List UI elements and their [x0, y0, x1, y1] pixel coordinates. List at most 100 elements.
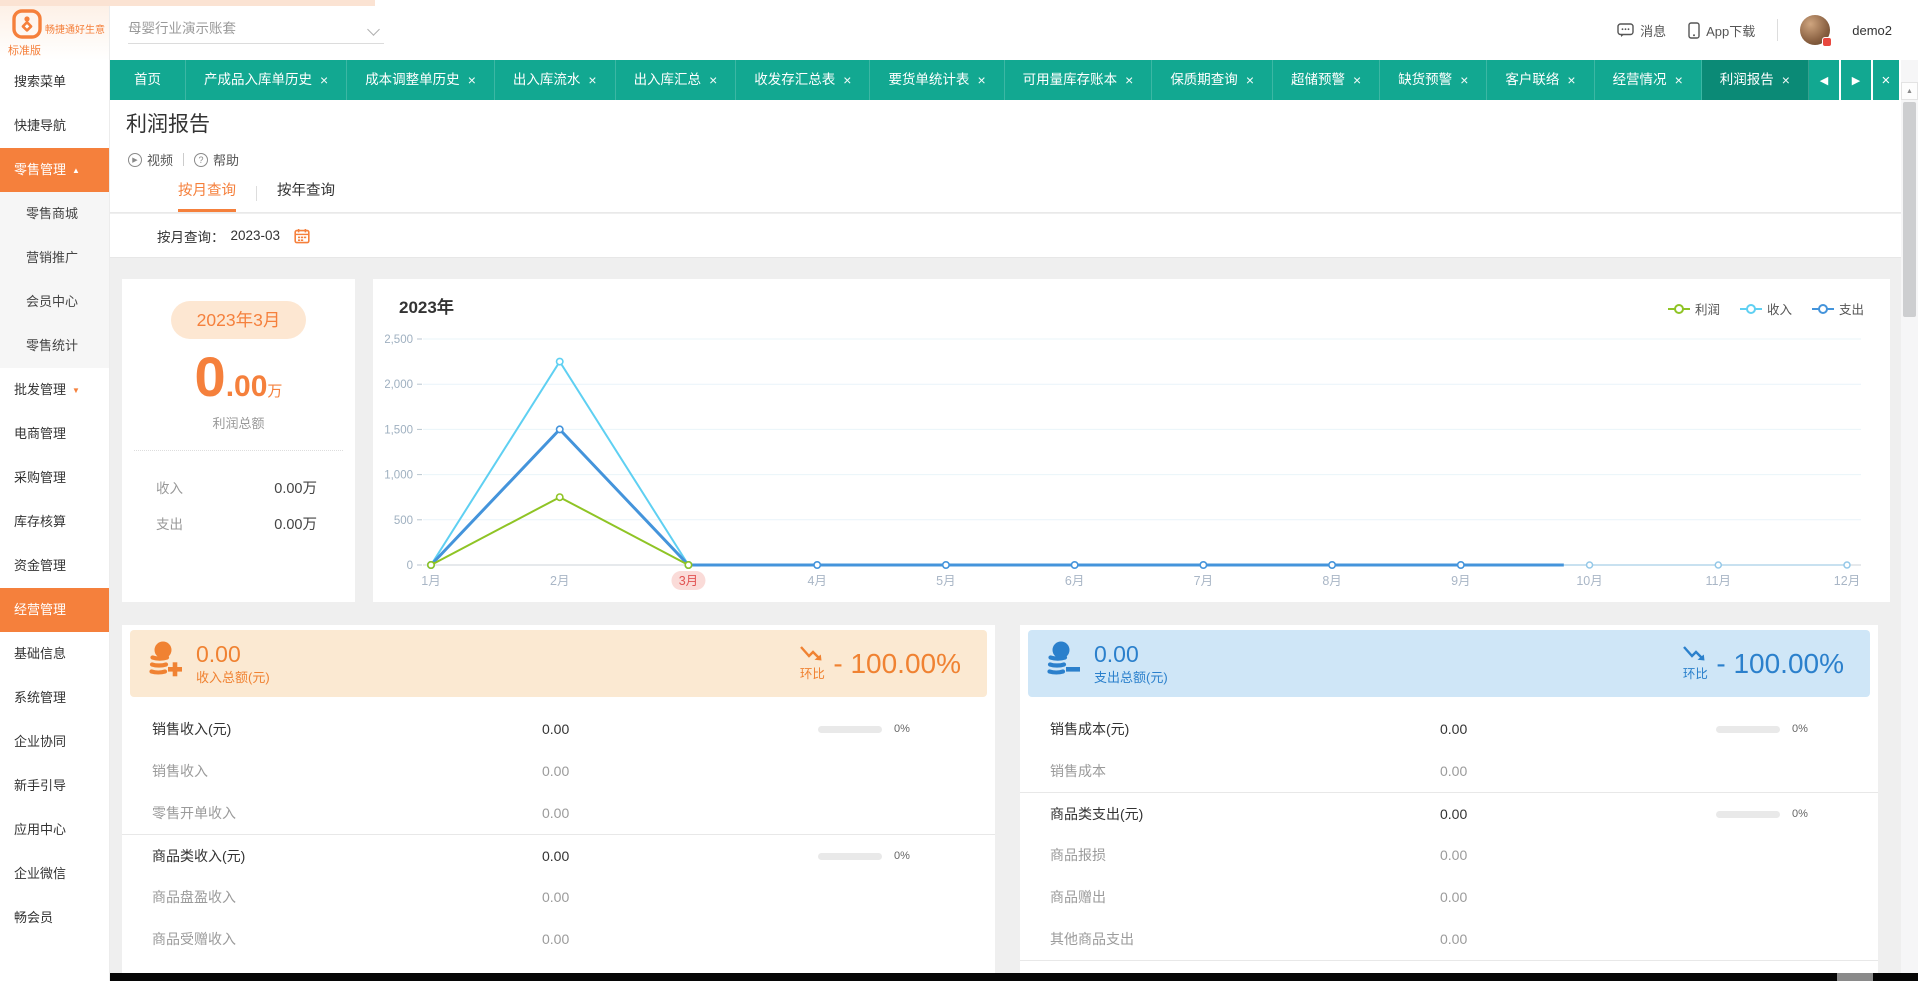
sidebar-item-label: 搜索菜单: [14, 74, 67, 89]
summary-row: 支出 0.00万: [122, 505, 355, 541]
avatar[interactable]: [1800, 15, 1833, 47]
income-table: 销售收入(元) 0.00 0% 销售收入 0.00 零售开单收入 0.00 商品类收入(元) 0…: [122, 708, 995, 981]
legend-item[interactable]: 收入: [1739, 299, 1792, 318]
tab-scroll-right-button[interactable]: ▶: [1840, 60, 1871, 100]
sidebar-item[interactable]: 应用中心: [0, 808, 109, 852]
account-select[interactable]: 母婴行业演示账套: [128, 16, 384, 44]
tab-item[interactable]: 利润报告 ×: [1701, 60, 1809, 100]
tab-close-icon[interactable]: ×: [467, 72, 476, 88]
tab-item[interactable]: 保质期查询 ×: [1152, 60, 1273, 100]
tab-close-icon[interactable]: ×: [1567, 72, 1576, 88]
expense-trend: 环比: [1682, 645, 1708, 682]
tab-item[interactable]: 超储预警 ×: [1273, 60, 1381, 100]
sidebar-item[interactable]: 库存核算: [0, 500, 109, 544]
tab-close-icon[interactable]: ×: [1245, 72, 1254, 88]
tab-close-icon[interactable]: ×: [1125, 72, 1134, 88]
row-label: 商品赠出: [1050, 889, 1106, 905]
content: 利润报告 ▶ 视频 ? 帮助 按月查询 按年查询: [110, 100, 1918, 981]
messages-button[interactable]: 消息: [1617, 21, 1666, 40]
help-link[interactable]: ? 帮助: [194, 150, 239, 169]
tab-label: 要货单统计表: [888, 72, 970, 87]
app-download-button[interactable]: App下载: [1688, 21, 1755, 40]
tab-scroll-left-button[interactable]: ◀: [1808, 60, 1839, 100]
tab-item[interactable]: 成本调整单历史 ×: [347, 60, 495, 100]
tab-item[interactable]: 经营情况 ×: [1595, 60, 1702, 100]
sidebar-item[interactable]: 电商管理: [0, 412, 109, 456]
sidebar-item[interactable]: 会员中心: [0, 280, 109, 324]
sidebar-item[interactable]: 基础信息: [0, 632, 109, 676]
sidebar-item[interactable]: 零售商城: [0, 192, 109, 236]
sidebar-item[interactable]: 经营管理: [0, 588, 109, 632]
sidebar-item-label: 企业微信: [14, 866, 67, 881]
messages-label: 消息: [1640, 23, 1667, 39]
tabs-close-button[interactable]: ×: [1872, 60, 1899, 100]
sidebar-item[interactable]: 新手引导: [0, 764, 109, 808]
table-row: 商品报损 0.00: [1020, 834, 1878, 876]
query-tab-divider: [256, 185, 257, 201]
scrollbar-thumb[interactable]: [1903, 102, 1916, 317]
row-value: 0.00: [542, 931, 570, 947]
sidebar-item[interactable]: 快捷导航: [0, 104, 109, 148]
tab-item[interactable]: 产成品入库单历史 ×: [186, 60, 348, 100]
bottom-bar-notch: [1837, 973, 1873, 981]
tab-item[interactable]: 收发存汇总表 ×: [736, 60, 871, 100]
sidebar-item[interactable]: 搜索菜单: [0, 60, 109, 104]
account-select-value: 母婴行业演示账套: [128, 21, 236, 36]
tab-item[interactable]: 客户联络 ×: [1487, 60, 1595, 100]
svg-text:1月: 1月: [421, 574, 440, 588]
profit-total-label: 利润总额: [212, 416, 265, 431]
income-ratio-label: 环比: [799, 667, 825, 681]
sidebar-item[interactable]: 系统管理: [0, 676, 109, 720]
table-row: 商品赠出 0.00: [1020, 876, 1878, 918]
tab-item[interactable]: 缺货预警 ×: [1380, 60, 1488, 100]
tab-close-icon[interactable]: ×: [1353, 72, 1362, 88]
tab-close-icon[interactable]: ×: [977, 72, 986, 88]
tabbar: 首页 产成品入库单历史 × 成本调整单历史 × 出入库流水 × 出入库汇总 × 收发存汇总表 × 要货…: [110, 60, 1918, 100]
video-label: 视频: [147, 153, 174, 168]
tab-close-icon[interactable]: ×: [1460, 72, 1469, 88]
legend-item[interactable]: 利润: [1667, 299, 1720, 318]
tab-item[interactable]: 首页: [110, 60, 186, 100]
filter-month-value[interactable]: 2023-03: [230, 228, 281, 243]
tab-query-by-year[interactable]: 按年查询: [277, 183, 335, 199]
sidebar-item[interactable]: 零售统计: [0, 324, 109, 368]
income-total-label: 收入总额(元): [196, 670, 270, 686]
tab-close-icon[interactable]: ×: [843, 72, 852, 88]
row-label: 销售收入(元): [152, 721, 232, 737]
profit-total-unit: 万: [267, 383, 283, 400]
tab-close-icon[interactable]: ×: [1781, 72, 1790, 88]
scrollbar-up-icon[interactable]: ▲: [1901, 82, 1918, 100]
calendar-icon[interactable]: [294, 228, 310, 244]
income-panel: 0.00 收入总额(元) 环比 - 100.00% 销售收入(元) 0.00 0% 销…: [122, 625, 995, 981]
tab-item[interactable]: 要货单统计表 ×: [870, 60, 1005, 100]
sidebar-item[interactable]: 资金管理: [0, 544, 109, 588]
vertical-scrollbar[interactable]: ▲: [1901, 60, 1918, 981]
logo-block[interactable]: 畅捷通好生意 标准版: [0, 0, 109, 60]
sidebar-item-label: 采购管理: [14, 470, 67, 485]
sidebar-item[interactable]: 批发管理 ▼: [0, 368, 109, 412]
row-value: 0.00: [1440, 721, 1468, 737]
tab-item[interactable]: 出入库汇总 ×: [616, 60, 737, 100]
tab-item[interactable]: 可用量库存账本 ×: [1005, 60, 1153, 100]
tab-close-icon[interactable]: ×: [588, 72, 597, 88]
tab-query-by-month[interactable]: 按月查询: [178, 174, 236, 212]
tab-close-icon[interactable]: ×: [709, 72, 718, 88]
tab-close-icon[interactable]: ×: [1674, 72, 1683, 88]
video-link[interactable]: ▶ 视频: [128, 150, 173, 169]
legend-item[interactable]: 支出: [1811, 299, 1864, 318]
sidebar-item[interactable]: 零售管理 ▲: [0, 148, 109, 192]
expense-ratio-value: - 100.00%: [1716, 647, 1844, 679]
sidebar-item-label: 经营管理: [14, 602, 67, 617]
sidebar-item[interactable]: 企业微信: [0, 852, 109, 896]
sidebar-nav: 搜索菜单快捷导航 零售管理 ▲ 零售商城 营销推广 会员中心 零售统计 批发管理 ▼ 电商管理采购…: [0, 60, 109, 940]
sidebar-item[interactable]: 采购管理: [0, 456, 109, 500]
sidebar-item[interactable]: 营销推广: [0, 236, 109, 280]
sidebar-item[interactable]: 企业协同: [0, 720, 109, 764]
chart-card: 2023年 利润 收入 支出 0 500 1,000 1,500 2,000 2,500 1月 2…: [373, 279, 1890, 602]
legend-marker-icon: [1739, 303, 1762, 314]
tab-close-icon[interactable]: ×: [320, 72, 329, 88]
row-value: 0.00: [542, 805, 570, 821]
sidebar-item[interactable]: 畅会员: [0, 896, 109, 940]
tab-label: 产成品入库单历史: [204, 72, 312, 87]
tab-item[interactable]: 出入库流水 ×: [495, 60, 616, 100]
